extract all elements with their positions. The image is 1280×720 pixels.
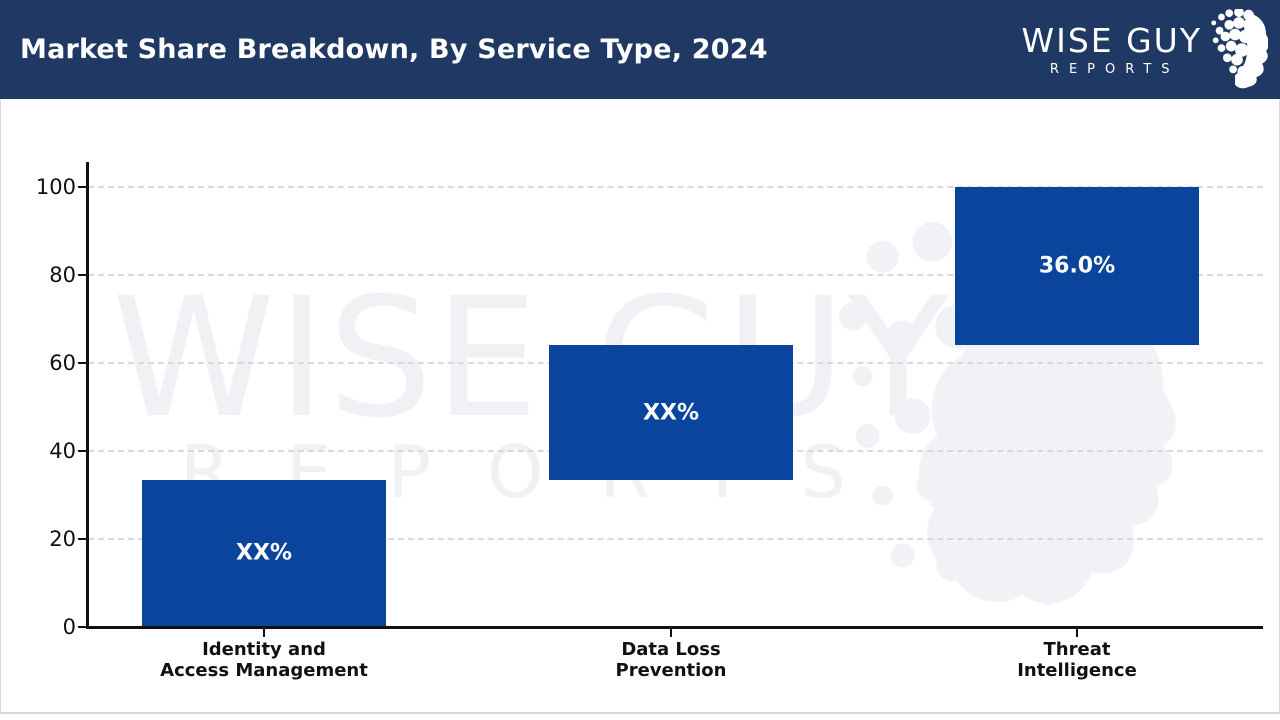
logo-subname: REPORTS (1049, 62, 1180, 77)
bar-value-label: XX% (236, 540, 292, 566)
left-border (0, 99, 1, 714)
bottom-divider (0, 712, 1280, 714)
bar-value-label: 36.0% (1038, 253, 1116, 279)
y-axis-tick-label: 0 (62, 615, 76, 639)
y-axis-line (86, 162, 89, 629)
y-axis-tick-label: 20 (49, 527, 76, 551)
logo-name: WISE GUY (1021, 21, 1202, 60)
y-axis-tick-label: 60 (49, 351, 76, 375)
logo-text: WISE GUY REPORTS (1021, 21, 1202, 78)
y-axis-tick-label: 100 (35, 175, 76, 199)
y-axis-tick-100 (78, 186, 86, 188)
y-axis-tick-20 (78, 538, 86, 540)
category-label: Threat Intelligence (1017, 639, 1137, 681)
x-axis-line (86, 626, 1263, 629)
y-axis-tick-label: 40 (49, 439, 76, 463)
header-bar: Market Share Breakdown, By Service Type,… (0, 0, 1280, 99)
gridline-100 (88, 186, 1263, 188)
x-axis-tick (263, 629, 265, 637)
y-axis-tick-40 (78, 450, 86, 452)
gridline-80 (88, 274, 1263, 276)
y-axis-tick-60 (78, 362, 86, 364)
category-label: Data Loss Prevention (615, 639, 727, 681)
y-axis-tick-80 (78, 274, 86, 276)
bar-value-label: XX% (643, 400, 699, 425)
bar-segment (549, 345, 793, 480)
y-axis-tick-0 (78, 626, 86, 628)
logo-face-icon (1211, 9, 1268, 89)
y-axis-tick-label: 80 (49, 263, 76, 287)
x-axis-tick (670, 629, 672, 637)
x-axis-tick (1076, 629, 1078, 637)
wise-guy-logo: WISE GUY REPORTS (1021, 7, 1268, 93)
page-title: Market Share Breakdown, By Service Type,… (20, 34, 768, 65)
gridline-20 (88, 538, 1263, 540)
category-label: Identity and Access Management (160, 639, 368, 681)
bar-segment (142, 479, 386, 627)
